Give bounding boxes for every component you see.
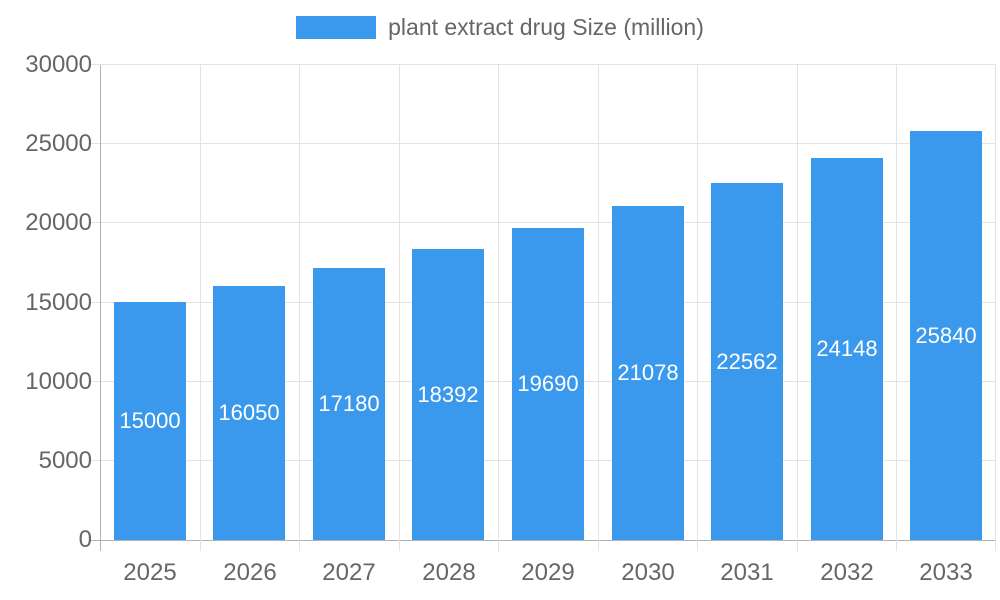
grid-line-horizontal (100, 222, 996, 224)
y-tick-label: 15000 (25, 288, 92, 316)
x-tick-label: 2030 (621, 559, 675, 586)
grid-line-vertical (200, 65, 201, 540)
grid-line-horizontal (100, 64, 996, 65)
bar-2032[interactable] (811, 158, 883, 540)
grid-line-vertical (896, 65, 897, 540)
legend-label: plant extract drug Size (million) (388, 14, 704, 40)
legend-swatch-icon (296, 16, 377, 39)
x-tick-mark (200, 540, 201, 551)
y-tick-mark (90, 301, 100, 303)
bar-2031[interactable] (711, 183, 783, 540)
y-tick-mark (90, 540, 100, 541)
y-tick-mark (90, 222, 100, 224)
x-tick-mark (299, 540, 300, 551)
x-tick-mark (896, 540, 897, 551)
x-axis-line (100, 540, 996, 541)
grid-line-vertical (697, 65, 698, 540)
y-tick-label: 30000 (25, 51, 92, 78)
y-tick-mark (90, 64, 100, 65)
y-tick-mark (90, 459, 100, 461)
x-tick-label: 2033 (919, 559, 973, 586)
plot-area: 0 5000 10000 15000 20000 25000 30000 15000 2025 1… (25, 51, 996, 586)
y-tick-mark (90, 143, 100, 145)
x-tick-mark (399, 540, 400, 551)
x-tick-mark (498, 540, 499, 551)
grid-line-vertical (797, 65, 798, 540)
y-tick-label: 25000 (25, 130, 92, 158)
chart-legend[interactable]: plant extract drug Size (million) (0, 14, 1000, 41)
x-tick-mark (100, 540, 101, 551)
x-tick-label: 2031 (720, 559, 774, 586)
x-tick-label: 2025 (123, 559, 177, 586)
x-tick-mark (797, 540, 798, 551)
bar-2025[interactable] (114, 302, 186, 540)
y-tick-label: 20000 (25, 209, 92, 237)
grid-line-vertical (498, 65, 499, 540)
x-tick-label: 2027 (322, 559, 376, 586)
y-axis-line (100, 65, 101, 540)
x-tick-label: 2029 (521, 559, 575, 586)
bar-2033[interactable] (910, 131, 982, 540)
bar-2028[interactable] (412, 249, 484, 540)
y-tick-label: 10000 (25, 367, 92, 395)
y-tick-mark (90, 380, 100, 382)
x-tick-mark (697, 540, 698, 551)
y-tick-label: 5000 (38, 446, 92, 474)
grid-line-vertical (299, 65, 300, 540)
grid-line-vertical (598, 65, 599, 540)
bar-2027[interactable] (313, 268, 385, 540)
grid-line-horizontal (100, 143, 996, 145)
y-tick-label: 0 (78, 526, 92, 553)
bar-2026[interactable] (213, 286, 285, 540)
bar-2030[interactable] (612, 206, 684, 540)
x-tick-mark (598, 540, 599, 551)
bar-2029[interactable] (512, 228, 584, 540)
x-tick-mark (995, 540, 996, 551)
grid-line-vertical (995, 65, 996, 540)
grid-line-vertical (399, 65, 400, 540)
x-tick-label: 2032 (820, 559, 874, 586)
x-tick-label: 2026 (223, 559, 277, 586)
x-tick-label: 2028 (422, 559, 476, 586)
